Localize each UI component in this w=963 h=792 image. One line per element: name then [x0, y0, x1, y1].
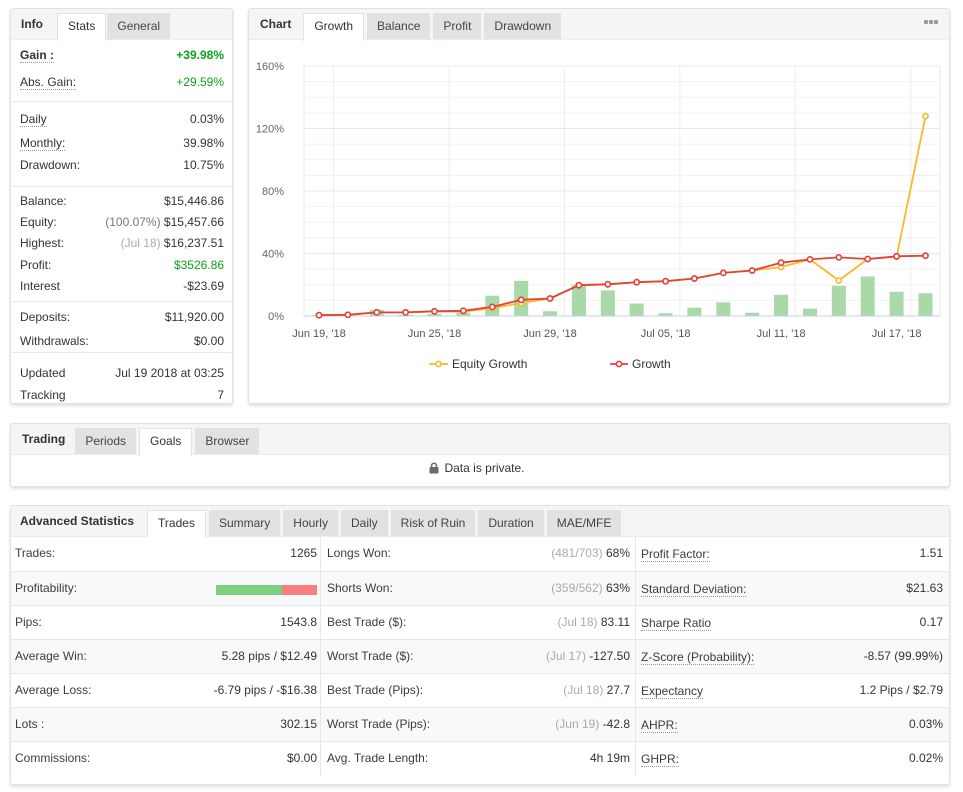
svg-text:Jun 29, '18: Jun 29, '18	[523, 328, 576, 340]
svg-text:Jun 19, '18: Jun 19, '18	[292, 328, 345, 340]
svg-text:0%: 0%	[268, 311, 284, 323]
svg-text:Jul 11, '18: Jul 11, '18	[757, 328, 806, 340]
svg-text:Growth: Growth	[632, 357, 671, 371]
svg-text:Jun 25, '18: Jun 25, '18	[408, 328, 461, 340]
svg-text:80%: 80%	[262, 186, 284, 198]
svg-text:40%: 40%	[262, 249, 284, 261]
svg-text:Jul 05, '18: Jul 05, '18	[641, 328, 691, 340]
svg-text:Equity Growth: Equity Growth	[452, 357, 527, 371]
svg-text:Jul 17, '18: Jul 17, '18	[872, 328, 922, 340]
svg-text:120%: 120%	[256, 124, 284, 136]
svg-text:160%: 160%	[256, 61, 284, 73]
